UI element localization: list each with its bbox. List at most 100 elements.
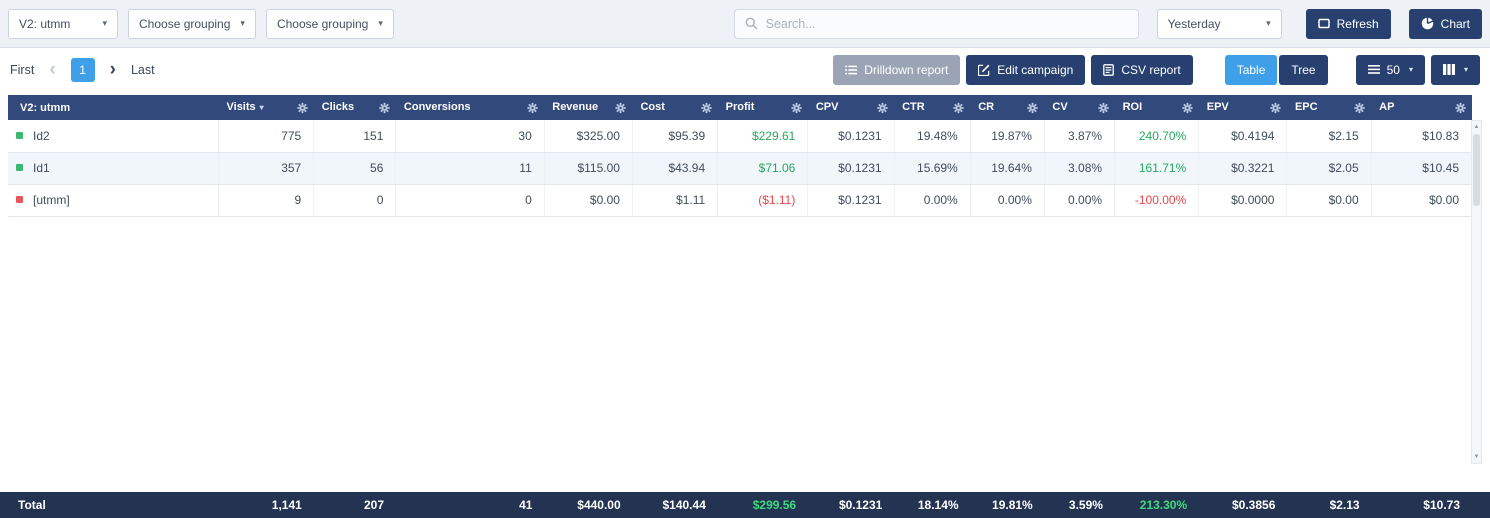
date-range-select[interactable]: Yesterday ▾ — [1156, 8, 1282, 39]
list-icon — [845, 64, 858, 75]
pie-chart-icon — [1421, 17, 1434, 30]
gear-icon[interactable] — [877, 102, 888, 113]
table-cell: $229.61 — [717, 120, 809, 153]
header-cell-dimension[interactable]: V2: utmm — [8, 95, 219, 120]
gear-icon[interactable] — [527, 102, 538, 113]
table-row[interactable]: [utmm] 9 0 0 $0.00 $1.11 ($1.11) $0.1231 0.00% 0.… — [8, 184, 1473, 217]
chevron-down-icon: ▾ — [240, 18, 245, 28]
vertical-scrollbar[interactable]: ▲ ▼ — [1471, 120, 1482, 464]
refresh-button[interactable]: Refresh — [1305, 8, 1391, 39]
table-cell: $71.06 — [717, 152, 809, 185]
scroll-up-icon[interactable]: ▲ — [1473, 124, 1480, 130]
gear-icon[interactable] — [953, 102, 964, 113]
table-cell: ($1.11) — [717, 184, 809, 217]
edit-campaign-button[interactable]: Edit campaign — [966, 54, 1086, 85]
edit-campaign-label: Edit campaign — [997, 62, 1074, 77]
header-cell-cost[interactable]: Cost — [632, 95, 718, 120]
pagination-first[interactable]: First — [10, 62, 35, 77]
total-cell: $0.3856 — [1231, 498, 1276, 512]
chart-label: Chart — [1440, 16, 1470, 31]
table-row[interactable]: Id2 775 151 30 $325.00 $95.39 $229.61 $0.1231 19… — [8, 120, 1473, 153]
top-toolbar: V2: utmm ▾ Choose grouping ▾ Choose grou… — [0, 0, 1490, 48]
total-cell: $140.44 — [662, 498, 706, 512]
header-cell-ctr[interactable]: CTR — [894, 95, 971, 120]
gear-icon[interactable] — [379, 102, 390, 113]
tree-view-button[interactable]: Tree — [1279, 54, 1328, 85]
table-cell: 0 — [313, 184, 397, 217]
table-cell: $325.00 — [544, 120, 633, 153]
grouping-select-2[interactable]: Choose grouping ▾ — [265, 8, 394, 39]
table-cell: $0.1231 — [807, 184, 895, 217]
table-cell: 11 — [395, 152, 545, 185]
gear-icon[interactable] — [1027, 102, 1039, 113]
gear-icon[interactable] — [615, 102, 627, 113]
table-cell: $95.39 — [632, 120, 719, 153]
header-cell-cpv[interactable]: CPV — [807, 95, 895, 120]
chevron-down-icon: ▾ — [102, 18, 107, 28]
total-cell: 213.30% — [1139, 498, 1188, 512]
header-cell-conversions[interactable]: Conversions — [395, 95, 545, 120]
grouping-select-1[interactable]: Choose grouping ▾ — [128, 8, 256, 39]
total-cell: $10.73 — [1423, 498, 1460, 512]
gear-icon[interactable] — [1182, 102, 1193, 113]
header-cell-clicks[interactable]: Clicks — [313, 95, 396, 120]
column-label: EPV — [1206, 101, 1229, 114]
chart-button[interactable]: Chart — [1408, 8, 1482, 39]
table-cell: 775 — [218, 120, 315, 153]
header-cell-cr[interactable]: CR — [970, 95, 1045, 120]
search-input[interactable] — [765, 16, 1128, 31]
scrollbar-thumb[interactable] — [1473, 134, 1480, 206]
total-cell: 207 — [364, 498, 385, 512]
total-cell: $2.13 — [1329, 498, 1360, 512]
table-cell: $0.4194 — [1198, 120, 1288, 153]
chevron-down-icon: ▾ — [1463, 65, 1468, 74]
pagination-last[interactable]: Last — [130, 62, 155, 77]
campaign-select[interactable]: V2: utmm ▾ — [8, 8, 118, 39]
page-size-select[interactable]: 50 ▾ — [1355, 54, 1425, 85]
table-cell: $0.00 — [1286, 184, 1372, 217]
table-cell: 3.87% — [1044, 120, 1116, 153]
columns-button[interactable]: ▾ — [1430, 54, 1480, 85]
gear-icon[interactable] — [791, 102, 802, 113]
header-cell-roi[interactable]: ROI — [1114, 95, 1199, 120]
table-cell: $10.45 — [1371, 152, 1473, 185]
table-cell: 161.71% — [1114, 152, 1200, 185]
header-cell-ap[interactable]: AP — [1371, 95, 1472, 120]
pagination-next-icon[interactable]: › — [109, 59, 116, 80]
scroll-down-icon[interactable]: ▼ — [1473, 454, 1480, 460]
table-cell: $0.1231 — [807, 152, 895, 185]
table-empty-space — [8, 216, 1482, 492]
gear-icon[interactable] — [1454, 102, 1466, 113]
gear-icon[interactable] — [1097, 102, 1109, 113]
csv-report-button[interactable]: CSV report — [1091, 54, 1193, 85]
header-cell-epc[interactable]: EPC — [1286, 95, 1372, 120]
refresh-icon — [1317, 18, 1330, 29]
table-cell: $0.00 — [544, 184, 633, 217]
total-table: Total 1,141 207 41 $440.00 $140.44 $299.56 $0.1… — [8, 492, 1472, 518]
pagination-page-1[interactable]: 1 — [70, 57, 95, 82]
table-cell: 56 — [313, 152, 397, 185]
pagination-prev-icon[interactable]: ‹ — [49, 59, 56, 80]
header-cell-cv[interactable]: CV — [1044, 95, 1115, 120]
csv-report-label: CSV report — [1121, 62, 1181, 77]
table-view-button[interactable]: Table — [1224, 54, 1278, 85]
gear-icon[interactable] — [1270, 102, 1281, 113]
gear-icon[interactable] — [297, 102, 308, 113]
table-row[interactable]: Id1 357 56 11 $115.00 $43.94 $71.06 $0.1231 15.6… — [8, 152, 1473, 185]
header-cell-profit[interactable]: Profit — [717, 95, 808, 120]
gear-icon[interactable] — [1354, 102, 1365, 113]
campaign-select-value: V2: utmm — [19, 16, 71, 31]
column-label: EPC — [1294, 101, 1318, 114]
sub-toolbar: First ‹ 1 › Last Drilldown report Edit c… — [0, 48, 1490, 91]
chevron-down-icon: ▾ — [378, 18, 383, 28]
column-label: ROI — [1122, 101, 1143, 114]
gear-icon[interactable] — [701, 102, 712, 113]
column-label: AP — [1379, 101, 1395, 114]
header-cell-visits[interactable]: Visits ▾ — [218, 95, 314, 120]
table-cell: $0.1231 — [807, 120, 895, 153]
column-label: Profit — [725, 101, 755, 114]
header-cell-revenue[interactable]: Revenue — [544, 95, 633, 120]
header-cell-epv[interactable]: EPV — [1198, 95, 1287, 120]
drilldown-report-button[interactable]: Drilldown report — [833, 54, 961, 85]
